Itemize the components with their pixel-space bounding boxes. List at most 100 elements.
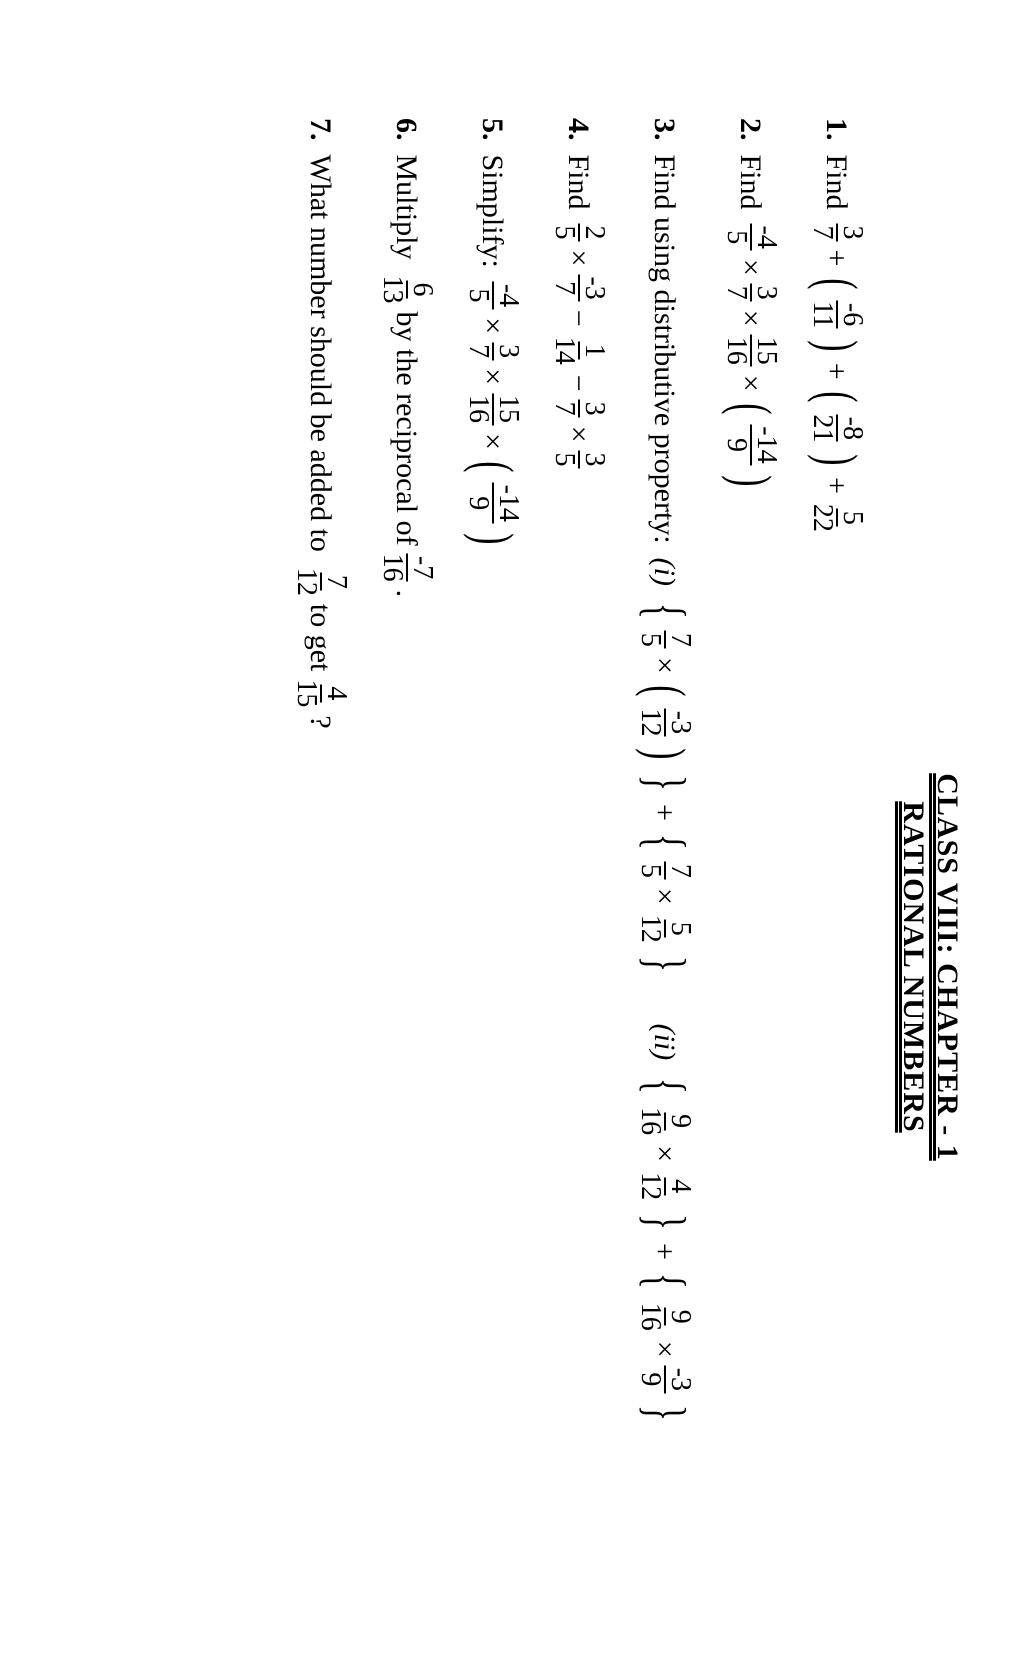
operator: × [563,247,596,268]
question-number: 1. [821,100,854,140]
paren-close: ) [643,748,688,759]
sub-label: (i) [649,557,682,591]
fraction: 712 [292,565,350,597]
text: ? [305,715,338,728]
fraction: 37 [808,223,866,241]
question-verb: Find [821,154,854,209]
question-list: 1. Find 37 + ( -611) + ( -821) +522 2. Find -45 × 37 × 1… [292,100,866,1583]
fraction: -821 [808,412,866,444]
fraction: 25 [550,223,608,241]
operator: × [477,431,510,452]
question-row: 3. Find using distributive property: (i) {7… [636,100,694,1583]
text: . [391,589,424,597]
operator: × [649,1143,682,1164]
operator: × [477,366,510,387]
fraction: 412 [636,1170,694,1202]
fraction: 114 [550,334,608,366]
expression: 25 × -37 − 114 − 37 × 35 [550,223,608,468]
paren-open: ( [815,391,860,402]
operator: × [649,885,682,906]
text: by the reciprocal of [391,311,424,545]
question-number: 7. [305,100,338,140]
operator: + [821,360,854,381]
expression: -45×37×1516×(-149) [722,223,780,490]
title-line-1: CLASS VIII: CHAPTER - 1 [930,350,964,1583]
brace-open: { [643,1273,688,1289]
question-number: 5. [477,100,510,140]
question-row: 1. Find 37 + ( -611) + ( -821) +522 [808,100,866,1583]
paren-open: ( [643,685,688,696]
question-verb: Find using distributive property: [649,154,682,543]
paren-close: ) [815,454,860,465]
brace-close: } [643,774,688,790]
expression: 37 + ( -611) + ( -821) +522 [808,223,866,533]
text: to get [305,603,338,671]
fraction: -37 [550,274,608,301]
fraction: 35 [550,450,608,468]
question-verb: What number should be added to [305,154,338,551]
operator: − [563,307,596,328]
operator: + [821,247,854,268]
question-row: 4. Find 25 × -37 − 114 − 37 × 35 [550,100,608,1583]
brace-open: { [643,834,688,850]
question-row: 5.Simplify:-45×37×1516×(-149) [464,100,522,1583]
expression: -45 × 37 × 1516 × ( -149) [464,281,522,548]
fraction: 37 [550,399,608,417]
operator: × [735,256,768,277]
paren-close: ) [729,475,774,486]
operator: + [649,1240,682,1261]
fraction: -149 [464,482,522,523]
fraction: -45 [464,281,522,308]
operator: × [735,372,768,393]
brace-open: { [643,603,688,619]
fraction: 916 [636,1300,694,1332]
sub-label: (ii) [649,1009,682,1066]
fraction: 415 [292,677,350,709]
fraction: 1516 [464,393,522,425]
question-row: 7. What number should be added to 712 to g… [292,100,350,1583]
fraction: -716 [378,551,436,583]
operator: × [477,315,510,336]
operator: × [649,1338,682,1359]
fraction: -611 [808,299,866,330]
question-number: 6. [391,100,424,140]
fraction: -45 [722,223,780,250]
paren-open: ( [815,278,860,289]
brace-close: } [643,1404,688,1420]
operator: × [735,307,768,328]
title-line-2: RATIONAL NUMBERS [896,350,930,1583]
paren-open: ( [471,461,516,472]
question-number: 4. [563,100,596,140]
fraction: 522 [808,501,866,533]
brace-close: } [643,1213,688,1229]
fraction: 37 [722,283,780,301]
fraction: -312 [636,706,694,738]
titles: CLASS VIII: CHAPTER - 1 RATIONAL NUMBERS [896,350,964,1583]
operator: + [821,474,854,495]
page: CLASS VIII: CHAPTER - 1 RATIONAL NUMBERS… [0,0,1024,1673]
question-row: 6. Multiply 613 by the reciprocal of -716 … [378,100,436,1583]
paren-close: ) [815,339,860,350]
operator: × [649,654,682,675]
fraction: 613 [378,273,436,305]
expression: 712 to get 415 ? [292,565,350,728]
fraction: -149 [722,424,780,465]
brace-close: } [643,956,688,972]
fraction: 75 [636,861,694,879]
expression: 613 by the reciprocal of -716 . [378,273,436,597]
question-number: 2. [735,100,768,140]
paren-close: ) [471,533,516,544]
operator: − [563,372,596,393]
question-verb: Find [563,154,596,209]
question-verb: Find [735,154,768,209]
fraction: 512 [636,912,694,944]
fraction: 916 [636,1105,694,1137]
question-number: 3. [649,100,682,140]
question-row: 2.Find-45×37×1516×(-149) [722,100,780,1583]
paren-open: ( [729,403,774,414]
operator: × [563,423,596,444]
question-verb: Multiply [391,154,424,259]
fraction: -39 [636,1365,694,1392]
fraction: 37 [464,342,522,360]
fraction: 75 [636,630,694,648]
